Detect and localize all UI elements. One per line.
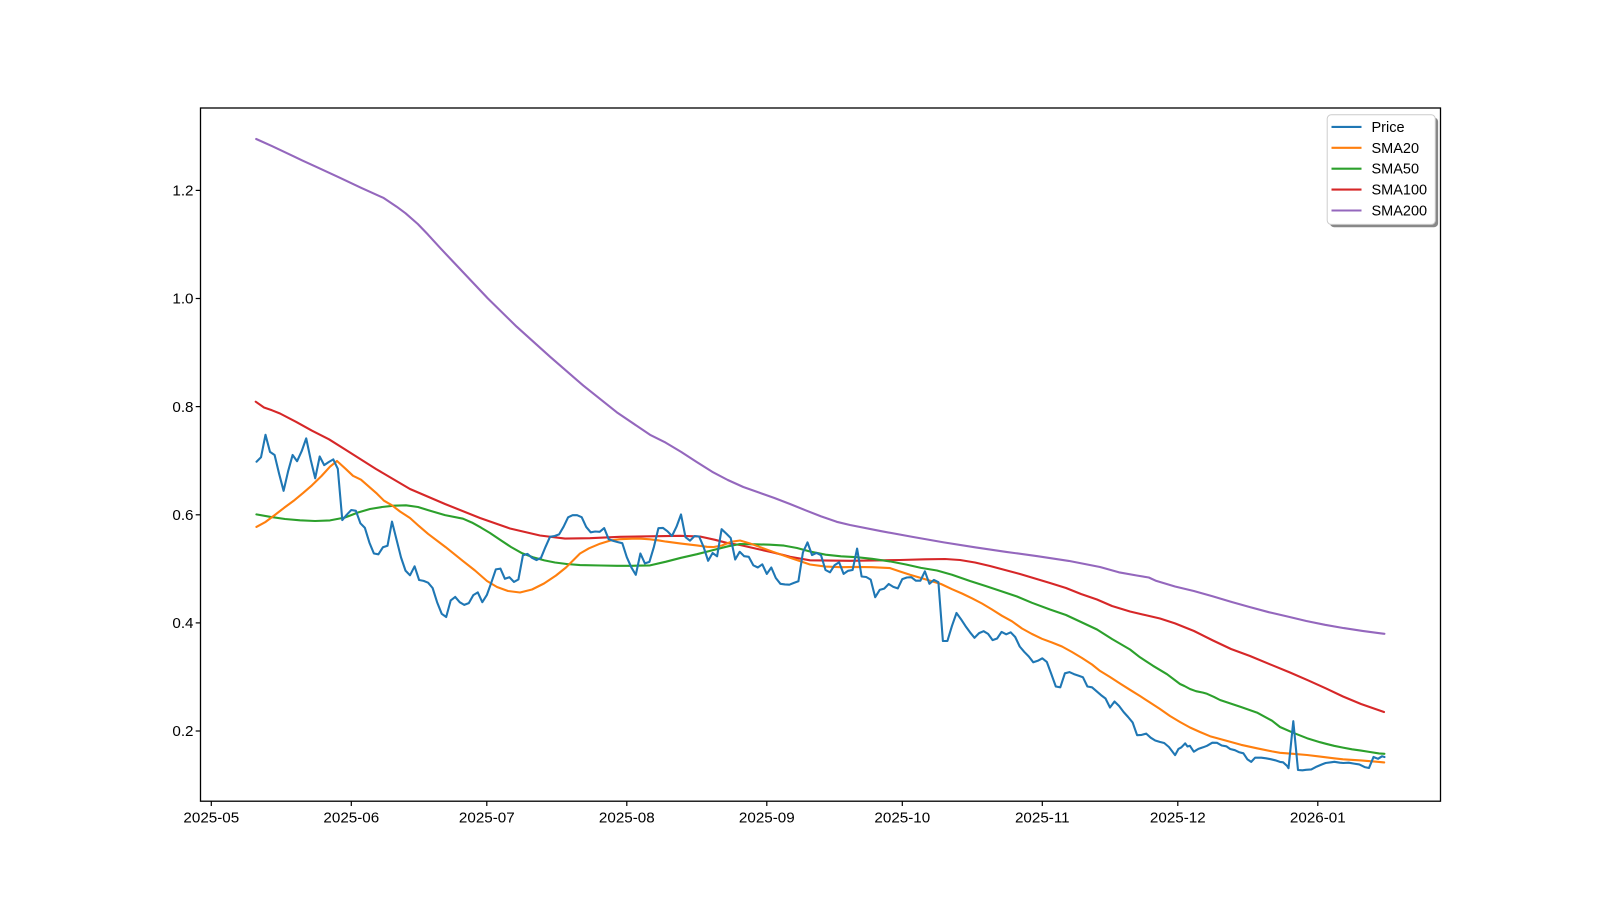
svg-text:0.8: 0.8 [172, 399, 193, 416]
svg-text:2025-05: 2025-05 [183, 809, 239, 826]
svg-text:1.0: 1.0 [172, 291, 193, 308]
svg-text:2025-09: 2025-09 [739, 809, 795, 826]
svg-text:2025-06: 2025-06 [323, 809, 379, 826]
svg-text:2025-11: 2025-11 [1015, 809, 1070, 826]
svg-text:2025-08: 2025-08 [599, 809, 655, 826]
svg-text:2026-01: 2026-01 [1290, 809, 1346, 826]
svg-text:SMA100: SMA100 [1372, 183, 1428, 199]
svg-text:0.4: 0.4 [172, 615, 193, 632]
svg-text:SMA20: SMA20 [1372, 141, 1420, 157]
svg-text:SMA50: SMA50 [1372, 162, 1420, 178]
svg-text:Price: Price [1372, 120, 1405, 136]
svg-text:2025-10: 2025-10 [874, 809, 930, 826]
svg-text:0.6: 0.6 [172, 507, 193, 524]
svg-text:0.2: 0.2 [172, 723, 193, 740]
svg-text:1.2: 1.2 [172, 183, 193, 200]
svg-text:2025-07: 2025-07 [459, 809, 515, 826]
svg-text:SMA200: SMA200 [1372, 204, 1428, 220]
svg-text:2025-12: 2025-12 [1150, 809, 1206, 826]
